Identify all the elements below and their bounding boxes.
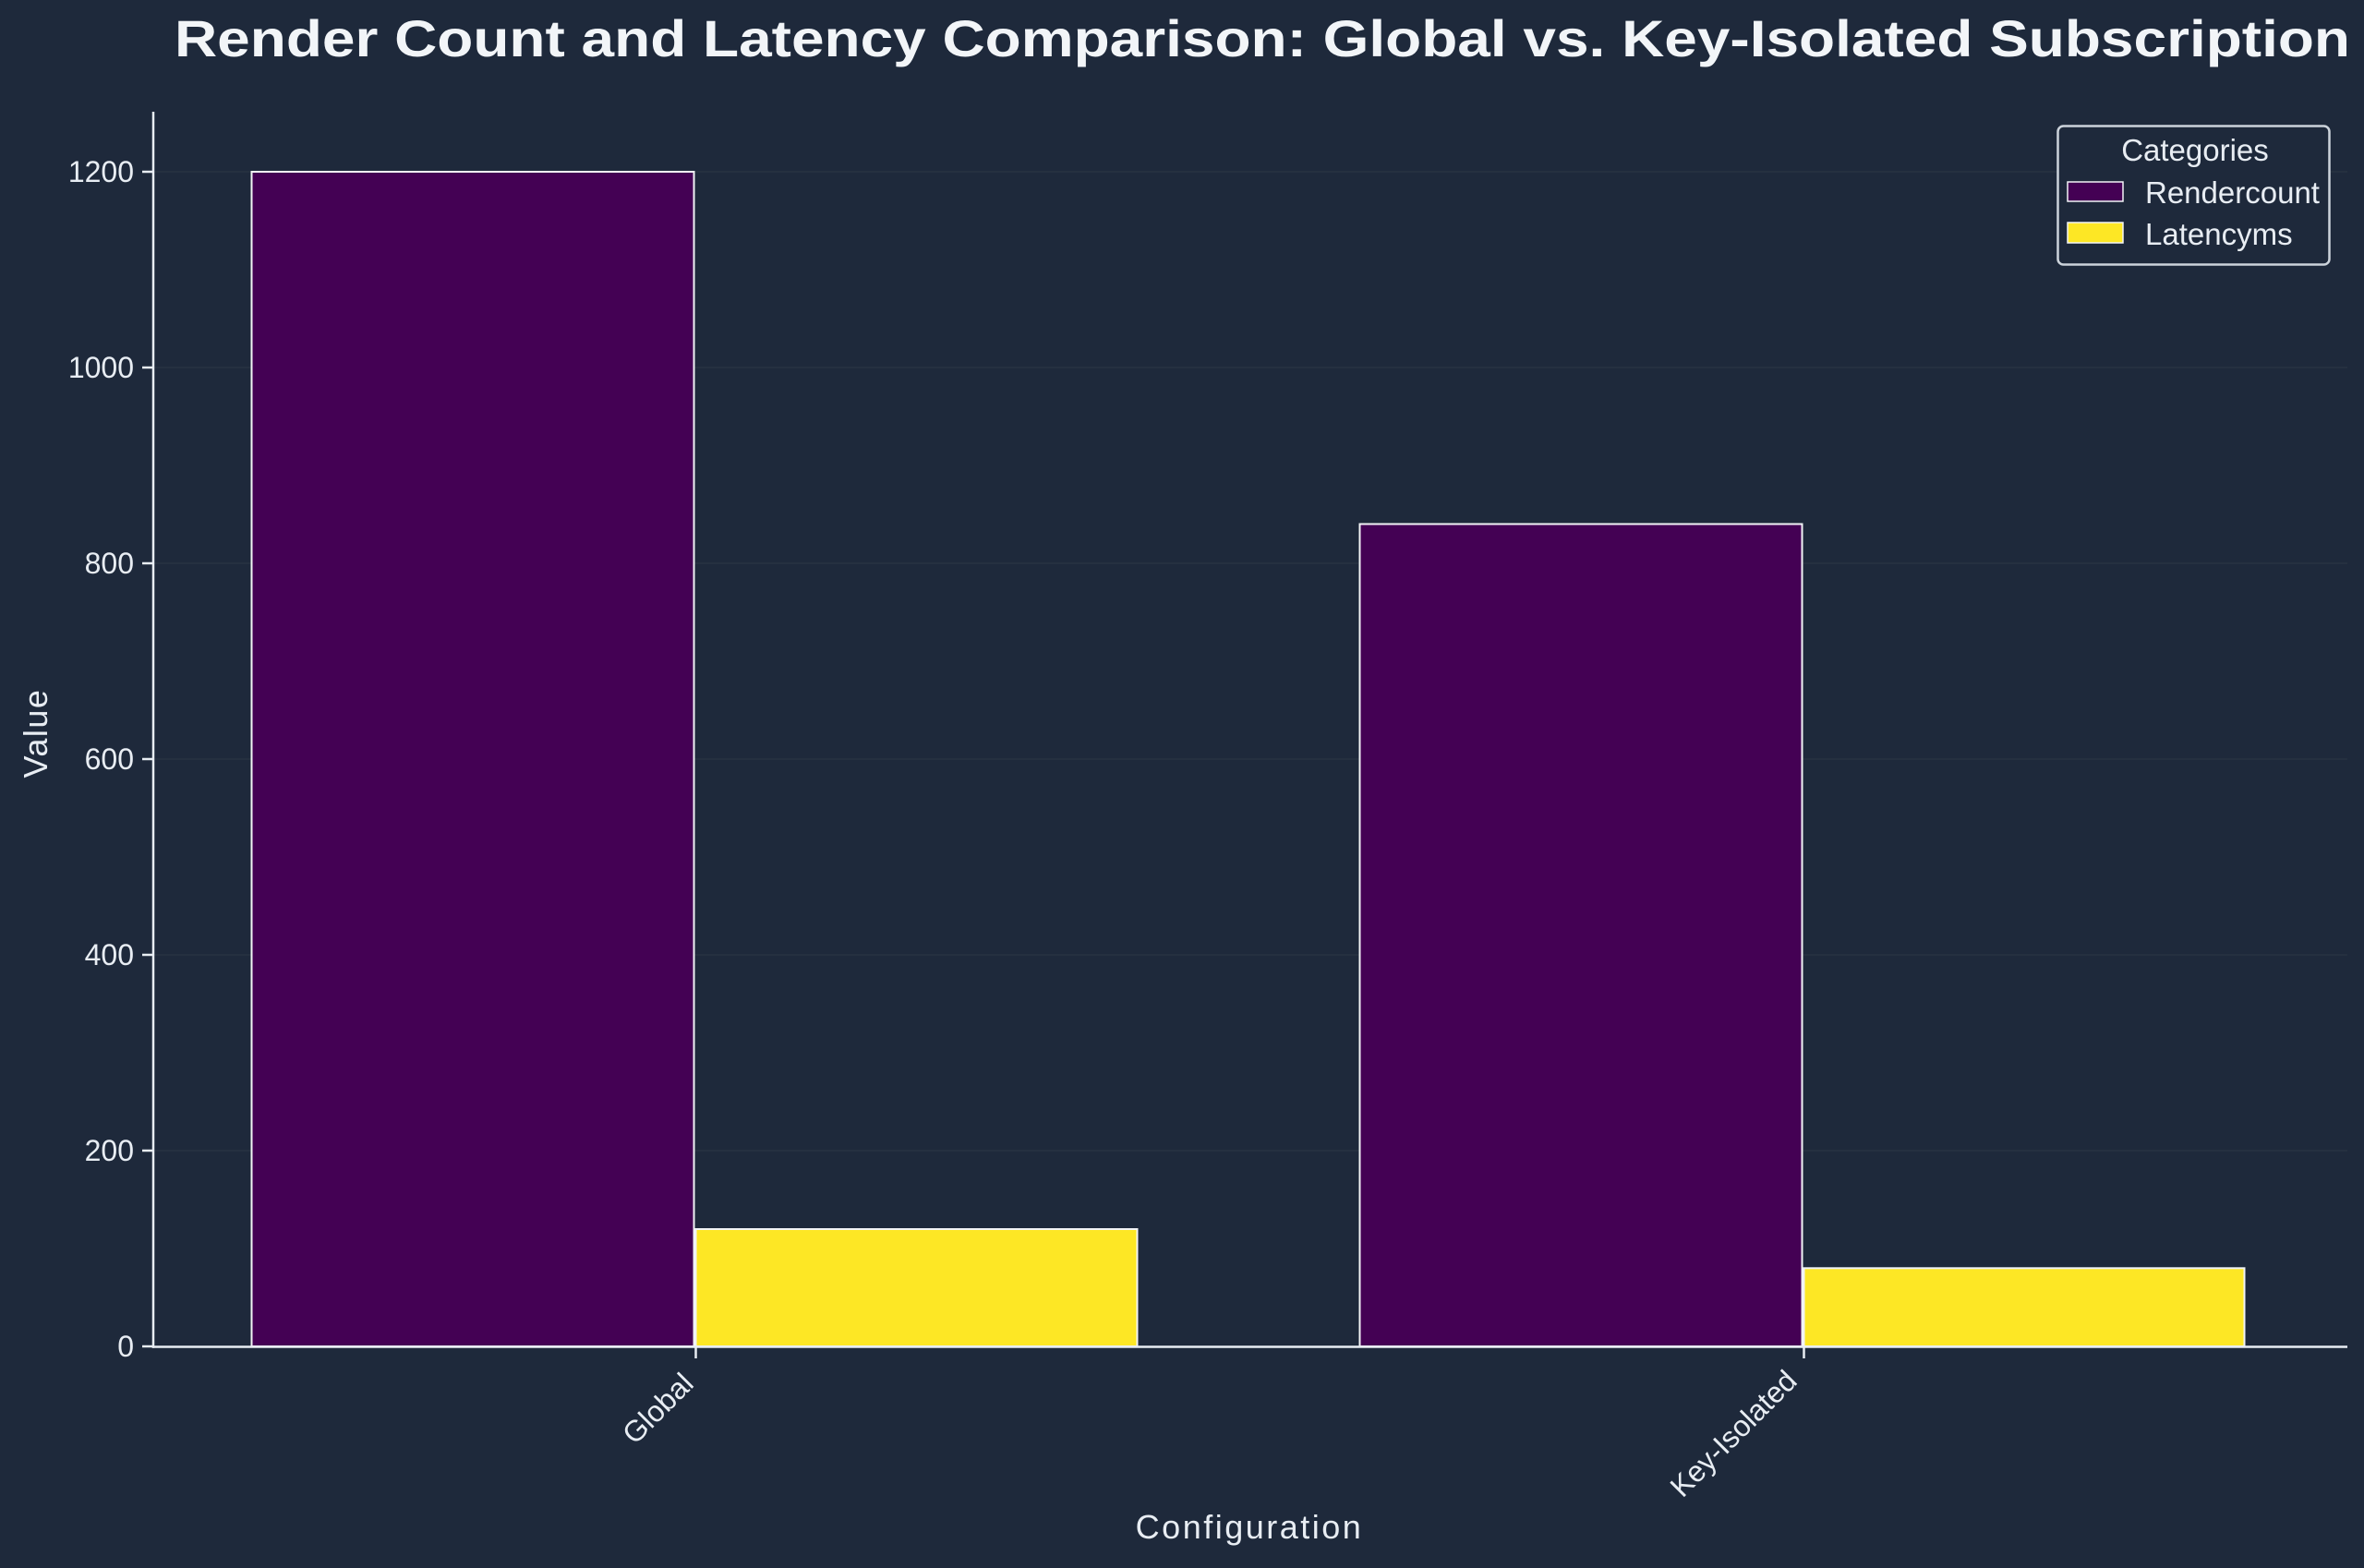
svg-text:800: 800	[85, 547, 134, 580]
svg-text:Rendercount: Rendercount	[2145, 175, 2320, 210]
svg-text:Render Count and Latency Compa: Render Count and Latency Comparison: Glo…	[175, 9, 2350, 67]
svg-text:Categories: Categories	[2121, 133, 2269, 167]
svg-text:Latencyms: Latencyms	[2145, 217, 2293, 251]
svg-text:Value: Value	[17, 689, 54, 778]
svg-text:1200: 1200	[68, 155, 134, 188]
svg-text:1000: 1000	[68, 351, 134, 384]
svg-text:200: 200	[85, 1134, 134, 1167]
svg-text:400: 400	[85, 938, 134, 971]
svg-text:0: 0	[117, 1330, 134, 1363]
svg-text:Configuration: Configuration	[1136, 1508, 1364, 1546]
svg-text:600: 600	[85, 742, 134, 776]
